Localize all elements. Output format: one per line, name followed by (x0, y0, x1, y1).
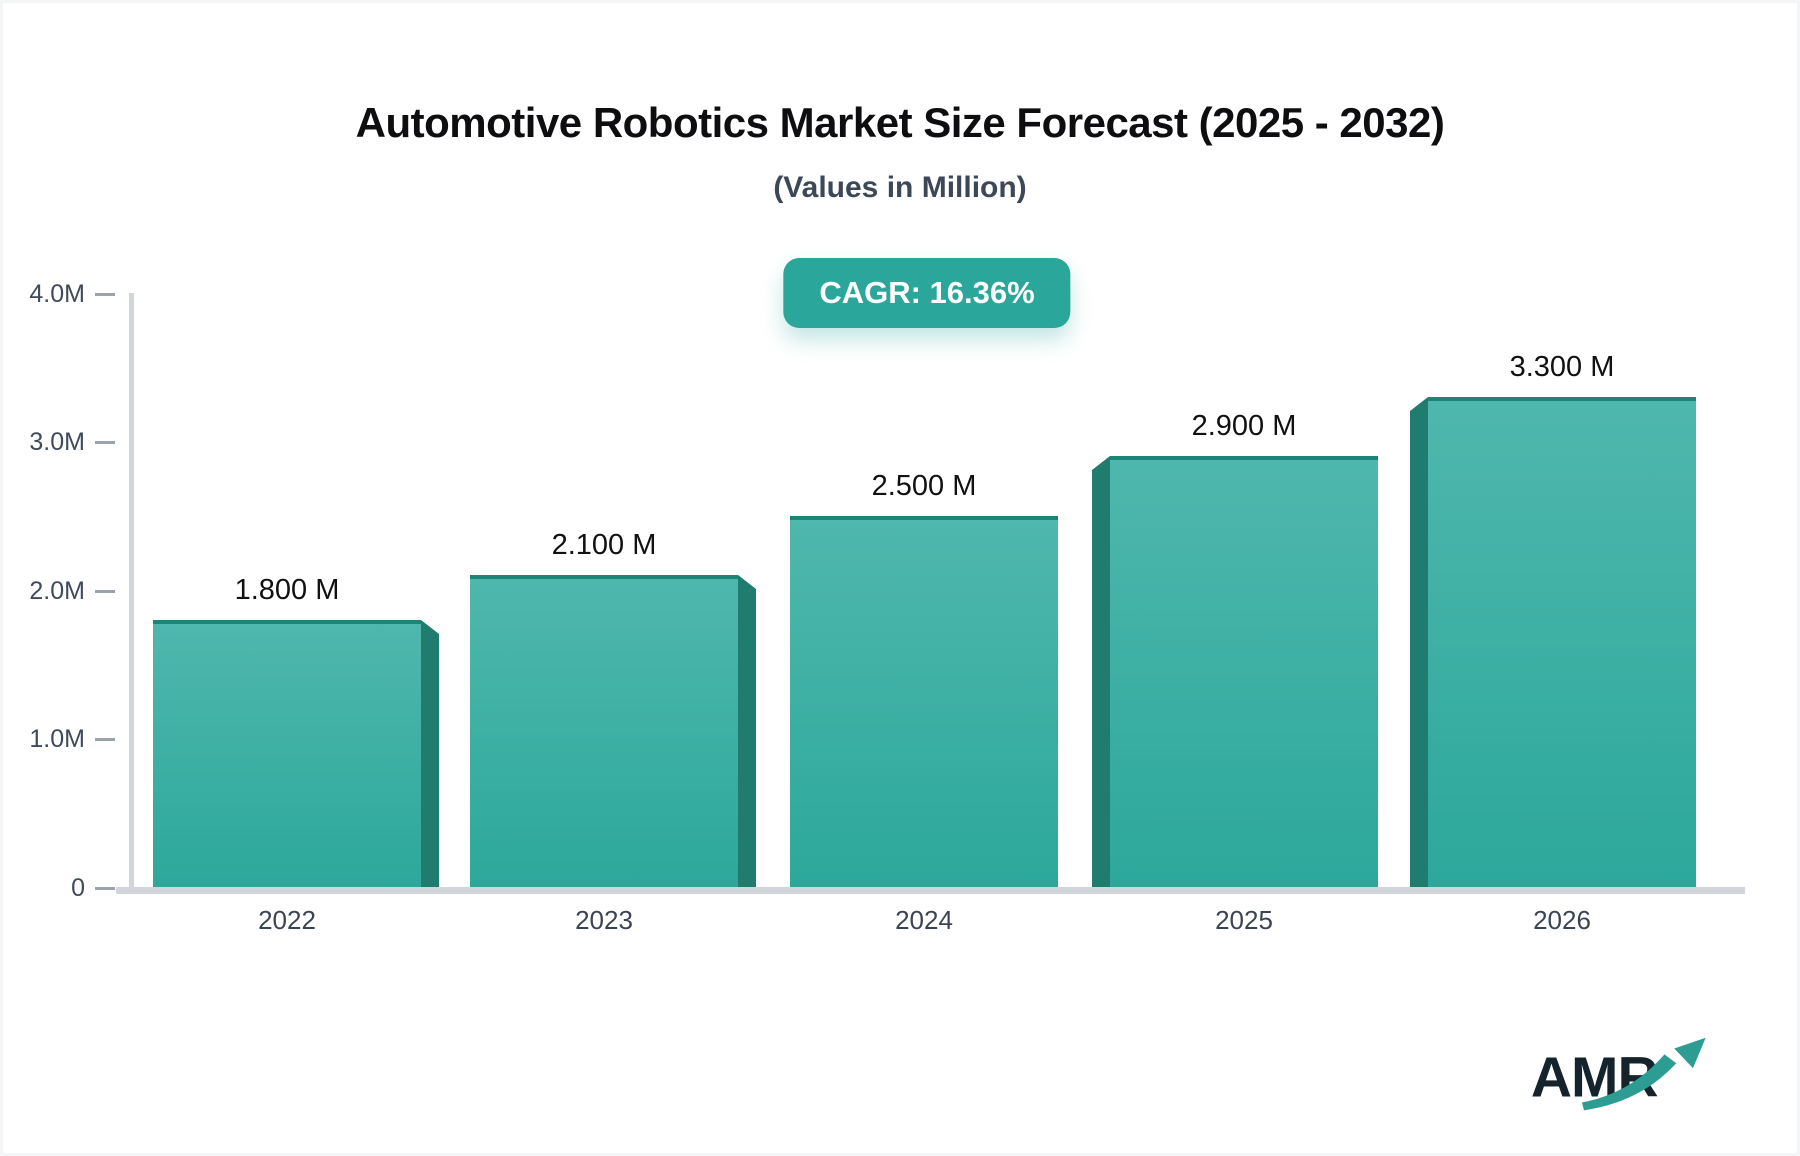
x-axis-label-2024: 2024 (895, 905, 953, 935)
bar-side-2026 (1410, 397, 1428, 887)
cagr-badge: CAGR: 16.36% (783, 258, 1071, 328)
bar-side-2025 (1092, 456, 1110, 887)
amr-logo-arrow-icon (1581, 1037, 1706, 1111)
x-axis-line (116, 887, 1745, 894)
y-tick (95, 293, 115, 296)
bar-2022 (153, 620, 421, 887)
y-tick (95, 887, 115, 890)
bar-side-2022 (421, 620, 439, 887)
x-axis-label-2023: 2023 (575, 905, 633, 935)
bar-2024 (790, 516, 1058, 887)
y-axis-line (129, 293, 134, 890)
x-axis-label-2025: 2025 (1215, 905, 1273, 935)
y-tick (95, 590, 115, 593)
bar-2025 (1110, 456, 1378, 887)
y-tick-label: 3.0M (29, 428, 85, 456)
y-tick-label: 1.0M (29, 725, 85, 753)
bar-2026 (1428, 397, 1696, 887)
bar-value-label-2025: 2.900 M (1191, 410, 1297, 442)
x-axis-label-2022: 2022 (258, 905, 316, 935)
y-tick-label: 4.0M (29, 280, 85, 308)
bar-value-label-2023: 2.100 M (551, 529, 657, 561)
bar-value-label-2024: 2.500 M (871, 470, 977, 502)
amr-logo-text: AMR (1531, 1046, 1658, 1110)
bar-value-label-2022: 1.800 M (234, 574, 340, 606)
y-tick (95, 441, 115, 444)
y-tick-label: 0 (71, 874, 85, 902)
bar-side-2023 (738, 575, 756, 887)
chart-subtitle: (Values in Million) (773, 171, 1027, 204)
amr-logo: AMR (1531, 1037, 1706, 1111)
y-tick-label: 2.0M (29, 577, 85, 605)
x-axis-label-2026: 2026 (1533, 905, 1591, 935)
bar-value-label-2026: 3.300 M (1509, 351, 1615, 383)
chart-title: Automotive Robotics Market Size Forecast… (355, 99, 1445, 146)
y-tick (95, 738, 115, 741)
bar-2023 (470, 575, 738, 887)
